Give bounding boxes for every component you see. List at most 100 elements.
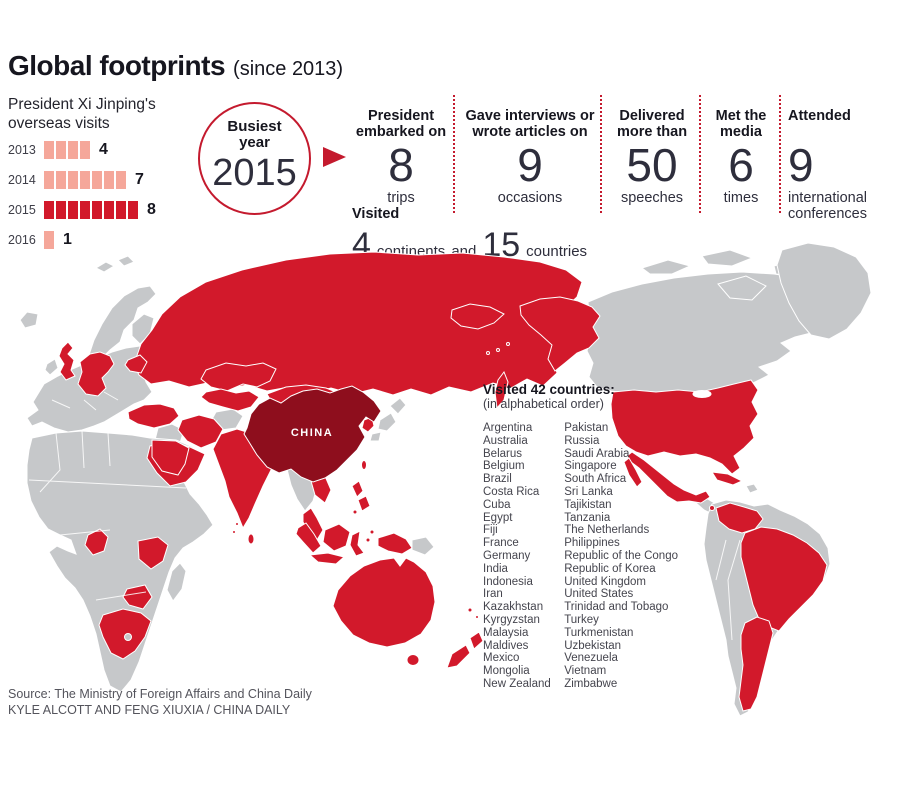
map-taiwan (361, 460, 367, 470)
stat-unit: speeches (620, 190, 684, 206)
map-fiji (467, 607, 473, 613)
world-map: CHINA (19, 242, 872, 717)
country-item: Costa Rica (483, 485, 540, 498)
bar-count: 8 (147, 201, 156, 218)
dotted-separator (600, 95, 602, 213)
visits-bar-row: 2015 8 (8, 199, 156, 221)
bar-block (68, 201, 78, 219)
visits-bar-chart: 2013 4 2014 7 2015 8 2016 1 (8, 139, 156, 259)
bar-block (80, 171, 90, 189)
country-item: Trinidad and Tobago (564, 601, 669, 614)
map-united-kingdom (58, 341, 76, 381)
country-item: Malaysia (483, 626, 529, 639)
bar-block (44, 201, 54, 219)
country-item: Indonesia (483, 575, 533, 588)
stat-value: 8 (388, 139, 414, 191)
country-item: Venezuela (564, 652, 618, 665)
bar-blocks (44, 201, 140, 219)
title-main: Global footprints (8, 50, 226, 81)
visits-bar-row: 2014 7 (8, 169, 156, 191)
map-fiji (475, 615, 479, 619)
bar-count: 1 (63, 231, 72, 248)
country-list-col1: Argentina Australia Belarus Belgium Brazil Co… (483, 422, 564, 691)
country-item: Saudi Arabia (564, 447, 630, 460)
bar-blocks (44, 141, 92, 159)
stat-unit: international conferences (788, 190, 867, 222)
map-arctic-islands (640, 249, 807, 301)
map-turkey (127, 403, 180, 429)
byline: KYLE ALCOTT AND FENG XIUXIA / CHINA DAIL… (8, 703, 291, 717)
map-russia-east-tip (450, 303, 505, 330)
country-list-subheading: (in alphabetical order) (483, 397, 604, 411)
map-united-states (610, 379, 759, 475)
country-item: Egypt (483, 511, 513, 524)
map-philippines (351, 480, 371, 512)
country-item: Zimbabwe (564, 677, 618, 690)
country-item: Republic of the Congo (564, 549, 678, 562)
map-south-africa (98, 608, 152, 660)
bar-block (44, 231, 54, 249)
country-list-col2: Pakistan Russia Saudi Arabia Singapore South… (564, 422, 678, 691)
bar-block (116, 171, 126, 189)
bar-block (56, 201, 66, 219)
country-item: India (483, 562, 508, 575)
bar-block (104, 171, 114, 189)
source-credit: Source: The Ministry of Foreign Affairs … (8, 686, 312, 718)
map-moluccas (369, 529, 375, 535)
bar-count: 4 (99, 141, 108, 158)
map-great-lakes (692, 390, 712, 398)
busiest-year-value: 2015 (212, 152, 297, 194)
map-aleutians (486, 351, 490, 355)
map-japan (369, 397, 407, 442)
country-item: The Netherlands (564, 524, 650, 537)
stat-value: 9 (788, 139, 814, 191)
map-brazil (740, 526, 828, 632)
bar-block (56, 171, 66, 189)
bar-block (44, 171, 54, 189)
stat-interviews: Gave interviews or wrote articles on 9 o… (460, 108, 600, 206)
map-tasmania (406, 654, 420, 666)
country-item: Belarus (483, 447, 522, 460)
map-maldives (232, 530, 236, 534)
dotted-separator (453, 95, 455, 213)
map-argentina (738, 616, 774, 712)
map-zimbabwe (122, 584, 153, 610)
china-label: CHINA (291, 427, 333, 439)
stat-label: Gave interviews or wrote articles on (465, 108, 595, 140)
stat-unit: occasions (497, 190, 563, 206)
map-alaska (519, 296, 601, 372)
country-item: Iran (483, 588, 503, 601)
map-venezuela (715, 502, 764, 534)
stat-unit: times (723, 190, 759, 206)
map-west-papua (377, 532, 413, 555)
country-item: Cuba (483, 498, 511, 511)
stat-label: Delivered more than (616, 108, 688, 140)
bar-block (92, 171, 102, 189)
bar-blocks (44, 171, 128, 189)
country-item: Mongolia (483, 665, 530, 678)
country-item: Pakistan (564, 422, 609, 434)
country-item: Australia (483, 434, 528, 447)
map-cuba (711, 471, 744, 486)
stat-value: 6 (728, 139, 754, 191)
page-title: Global footprints (since 2013) (8, 50, 343, 82)
stat-media: Met the media 6 times (702, 108, 780, 206)
bar-year-label: 2015 (8, 203, 36, 217)
bar-block (128, 201, 138, 219)
map-tanzania (137, 536, 169, 570)
country-item: Argentina (483, 422, 533, 434)
country-item: Russia (564, 434, 600, 447)
bar-block (104, 201, 114, 219)
map-lesotho (124, 633, 132, 641)
arrow-right-icon (323, 147, 346, 167)
bar-block (44, 141, 54, 159)
map-russia (133, 251, 583, 396)
map-ireland (44, 358, 59, 376)
dotted-separator (779, 95, 781, 213)
countries-label: countries (526, 243, 588, 260)
dotted-separator (699, 95, 701, 213)
stat-label: Attended (788, 108, 851, 124)
country-item: Turkmenistan (564, 626, 634, 639)
country-item: New Zealand (483, 677, 551, 690)
stat-value: 9 (517, 139, 543, 191)
